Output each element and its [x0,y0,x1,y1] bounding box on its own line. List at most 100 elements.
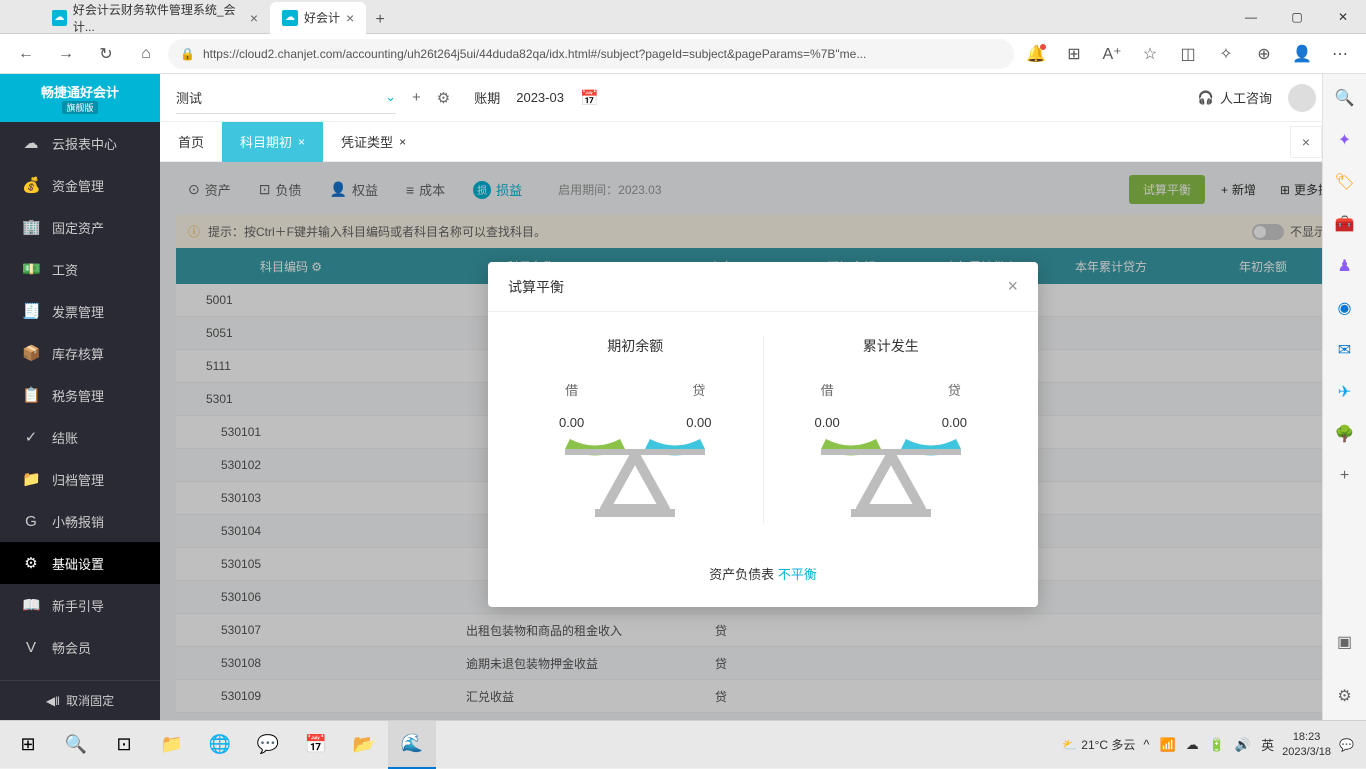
menu-icon[interactable]: ⋯ [1322,38,1358,70]
favorite-icon[interactable]: ☆ [1132,38,1168,70]
sidebar-item[interactable]: V畅会员 [0,626,160,668]
sidebar-label: 发票管理 [52,302,104,321]
sidebar-item[interactable]: 🏢固定资产 [0,206,160,248]
sidebar-item[interactable]: ☁云报表中心 [0,122,160,164]
sidebar-item[interactable]: ⚙基础设置 [0,542,160,584]
logo-subtitle: 旗舰版 [62,101,97,114]
add-tool-icon[interactable]: + [1333,464,1357,488]
edge-icon[interactable]: 🌊 [388,721,436,769]
calendar-icon[interactable]: 📅 [292,721,340,769]
close-button[interactable]: ✕ [1320,0,1366,34]
discover-icon[interactable]: ✦ [1333,128,1357,152]
taskbar: ⊞ 🔍 ⊡ 📁 🌐 💬 📅 📂 🌊 ⛅ 21°C 多云 ^ 📶 ☁ 🔋 🔊 英 … [0,720,1366,768]
sidebar-item[interactable]: 📦库存核算 [0,332,160,374]
sidebar-label: 固定资产 [52,218,104,237]
explorer-icon[interactable]: 📂 [340,721,388,769]
chrome-icon[interactable]: 🌐 [196,721,244,769]
new-tab-button[interactable]: + [366,6,394,34]
shopping-icon[interactable]: 🏷 [1333,170,1357,194]
scale-icon [545,434,725,524]
tab-label: 科目期初 [240,132,292,151]
tab-title: 好会计云财务软件管理系统_会计... [73,1,244,35]
close-all-tabs-button[interactable]: × [1290,126,1322,158]
start-button[interactable]: ⊞ [4,721,52,769]
wechat-icon[interactable]: 💬 [244,721,292,769]
sidebar-icon: 💵 [22,260,40,278]
search-icon[interactable]: 🔍 [1333,86,1357,110]
sidebar-item[interactable]: 📖新手引导 [0,584,160,626]
sidebar-item[interactable]: ✓结账 [0,416,160,458]
section-title: 期初余额 [607,336,663,356]
m365-icon[interactable]: ◉ [1333,296,1357,320]
search-button[interactable]: 🔍 [52,721,100,769]
settings-icon[interactable]: ⚙ [437,89,450,107]
tab-voucher-type[interactable]: 凭证类型 × [323,122,424,162]
sidebar-item[interactable]: 💰资金管理 [0,164,160,206]
tray-chevron-icon[interactable]: ^ [1143,737,1149,752]
edge-settings-icon[interactable]: ⚙ [1333,684,1357,708]
period-value: 2023-03 [516,90,564,105]
company-selector[interactable]: 测试 ⌄ [176,82,396,114]
tab-close-icon[interactable]: × [298,135,305,149]
browser-titlebar: ☁ 好会计云财务软件管理系统_会计... × ☁ 好会计 × + — ▢ ✕ [0,0,1366,34]
app-icon-1[interactable]: 📁 [148,721,196,769]
sidebar-collapse[interactable]: ◀‖ 取消固定 [0,680,160,720]
notification-icon[interactable]: 🔔 [1018,38,1054,70]
credit-label: 贷 [948,380,961,399]
debit-value: 0.00 [814,415,839,430]
profile-icon[interactable]: 👤 [1284,38,1320,70]
logo: 畅捷通好会计 旗舰版 [0,74,160,122]
avatar [1288,84,1316,112]
collections-icon[interactable]: ✧ [1208,38,1244,70]
read-aloud-icon[interactable]: A⁺ [1094,38,1130,70]
ime-indicator[interactable]: 英 [1261,735,1274,754]
games-icon[interactable]: ♟ [1333,254,1357,278]
minimize-button[interactable]: — [1228,0,1274,34]
downloads-icon[interactable]: ⊕ [1246,38,1282,70]
battery-icon[interactable]: 🔋 [1209,737,1225,753]
tab-subject-init[interactable]: 科目期初 × [222,122,323,162]
browser-tab-1[interactable]: ☁ 好会计云财务软件管理系统_会计... × [40,2,270,34]
tab-close-icon[interactable]: × [399,135,406,149]
notification-center-icon[interactable]: 💬 [1339,738,1354,752]
wifi-icon[interactable]: 📶 [1160,737,1176,753]
sidebar-item[interactable]: G小畅报销 [0,500,160,542]
browser-tab-2[interactable]: ☁ 好会计 × [270,2,366,34]
task-view-button[interactable]: ⊡ [100,721,148,769]
refresh-button[interactable]: ↻ [88,38,124,70]
debit-label: 借 [821,380,834,399]
maximize-button[interactable]: ▢ [1274,0,1320,34]
volume-icon[interactable]: 🔊 [1235,737,1251,753]
consult-button[interactable]: 🎧 人工咨询 [1198,88,1272,107]
weather-widget[interactable]: ⛅ 21°C 多云 [1062,736,1135,753]
cloud-icon[interactable]: ☁ [1186,737,1199,753]
sidebar-item[interactable]: 📁归档管理 [0,458,160,500]
extension-icon[interactable]: ⊞ [1056,38,1092,70]
modal-close-button[interactable]: × [1007,276,1018,297]
tab-close-icon[interactable]: × [346,10,354,26]
add-company-button[interactable]: + [412,89,421,106]
sidebar-icon: 💰 [22,176,40,194]
forward-button[interactable]: → [48,38,84,70]
tab-close-icon[interactable]: × [250,10,258,26]
section-title: 累计发生 [863,336,919,356]
sidebar-icon: 📖 [22,596,40,614]
expand-icon[interactable]: ▣ [1333,630,1357,654]
back-button[interactable]: ← [8,38,44,70]
split-icon[interactable]: ◫ [1170,38,1206,70]
calendar-icon[interactable]: 📅 [580,89,599,107]
tree-icon[interactable]: 🌳 [1333,422,1357,446]
home-button[interactable]: ⌂ [128,38,164,70]
outlook-icon[interactable]: ✉ [1333,338,1357,362]
send-icon[interactable]: ✈ [1333,380,1357,404]
sidebar-item[interactable]: 📋税务管理 [0,374,160,416]
tools-icon[interactable]: 🧰 [1333,212,1357,236]
sidebar-item[interactable]: 🧾发票管理 [0,290,160,332]
clock[interactable]: 18:23 2023/3/18 [1282,730,1331,759]
sidebar-label: 基础设置 [52,554,104,573]
url-bar[interactable]: 🔒 https://cloud2.chanjet.com/accounting/… [168,39,1014,69]
tab-home[interactable]: 首页 [160,122,222,162]
favicon-icon: ☁ [282,10,298,26]
sidebar-item[interactable]: 💵工资 [0,248,160,290]
sidebar-icon: 📁 [22,470,40,488]
